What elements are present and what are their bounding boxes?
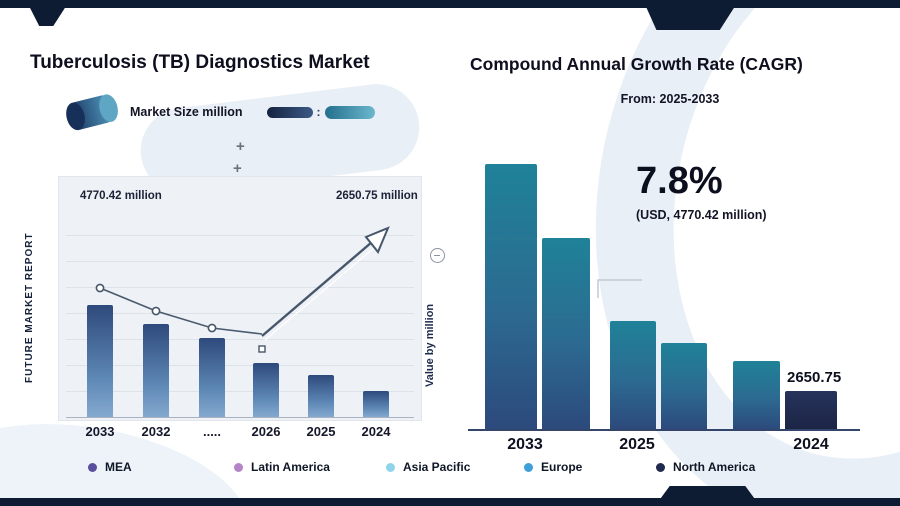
x-label-2026: 2026	[251, 424, 281, 439]
cagr-bar-2025-a	[610, 321, 656, 429]
north-america-label: North America	[673, 460, 756, 474]
latin-america-dot	[234, 462, 243, 472]
bar-2026	[253, 363, 279, 417]
step-line-decoration	[597, 279, 642, 298]
legend-item-europe: Europe	[524, 460, 582, 474]
x-label-dots: .....	[202, 424, 222, 439]
cylinder-icon	[66, 94, 118, 131]
asia-pacific-dot	[386, 462, 395, 472]
latin-america-label: Latin America	[251, 460, 330, 474]
north-america-dot	[656, 462, 665, 472]
annotation-min-value: 2650.75 million	[336, 190, 418, 202]
bar-2024	[363, 391, 389, 417]
region-legend: MEA Latin America Asia Pacific Europe No…	[0, 460, 900, 484]
x-label-2025: 2025	[306, 424, 336, 439]
europe-dot	[524, 462, 533, 472]
frame-top-bar	[0, 0, 900, 8]
cagr-value: 7.8%	[636, 160, 723, 202]
left-chart-title: Tuberculosis (TB) Diagnostics Market	[30, 52, 370, 73]
bar-2025	[308, 375, 334, 417]
cagr-caption: (USD, 4770.42 million)	[636, 208, 767, 222]
legend-item-north-america: North America	[656, 460, 755, 474]
trend-line-arrow	[95, 226, 390, 353]
frame-bottom-bar	[0, 498, 900, 506]
right-chart-title: Compound Annual Growth Rate (CAGR)	[470, 54, 803, 74]
market-size-label: Market Size million	[130, 105, 243, 119]
legend-pill-teal	[324, 105, 375, 119]
cagr-bar-2033-a	[485, 164, 537, 429]
market-size-legend: Market Size million :	[64, 92, 375, 132]
bar-dots	[199, 338, 225, 417]
frame-accent-top-right	[643, 0, 739, 30]
legend-item-mea: MEA	[88, 460, 132, 474]
cagr-label-2024: 2024	[793, 436, 829, 453]
right-chart-subtitle: From: 2025-2033	[620, 92, 720, 106]
cagr-bar-2033-b	[542, 238, 590, 429]
legend-pill-dark	[266, 106, 313, 118]
x-label-2032: 2032	[141, 424, 171, 439]
mea-dot	[88, 462, 97, 472]
future-market-report-label: FUTURE MARKET REPORT	[24, 232, 35, 383]
cagr-bar-2025-b	[661, 343, 707, 429]
legend-item-latin-america: Latin America	[234, 460, 330, 474]
cagr-bar-2024-a	[733, 361, 780, 429]
cagr-bar-2024-b	[785, 391, 837, 429]
bar-2032	[143, 324, 169, 417]
cagr-baseline	[468, 429, 860, 431]
plus-mark: +	[233, 160, 242, 177]
cagr-label-2025: 2025	[619, 436, 655, 453]
mea-label: MEA	[105, 460, 132, 474]
bar-2033	[87, 305, 113, 417]
europe-label: Europe	[541, 460, 583, 474]
asia-pacific-label: Asia Pacific	[403, 460, 471, 474]
plus-mark: +	[236, 138, 245, 155]
frame-accent-bottom-right	[655, 486, 760, 506]
annotation-max-value: 4770.42 million	[80, 190, 162, 202]
legend-item-asia-pacific: Asia Pacific	[386, 460, 470, 474]
x-label-2024: 2024	[361, 424, 391, 439]
value-axis-label: Value by million	[424, 303, 436, 388]
cagr-label-2033: 2033	[507, 436, 543, 453]
x-label-2033: 2033	[85, 424, 115, 439]
end-value-label: 2650.75	[787, 369, 842, 386]
minus-circle-icon	[430, 248, 445, 263]
frame-accent-top-left	[26, 0, 70, 26]
market-size-plot	[66, 210, 414, 418]
legend-separator: :	[316, 105, 321, 119]
